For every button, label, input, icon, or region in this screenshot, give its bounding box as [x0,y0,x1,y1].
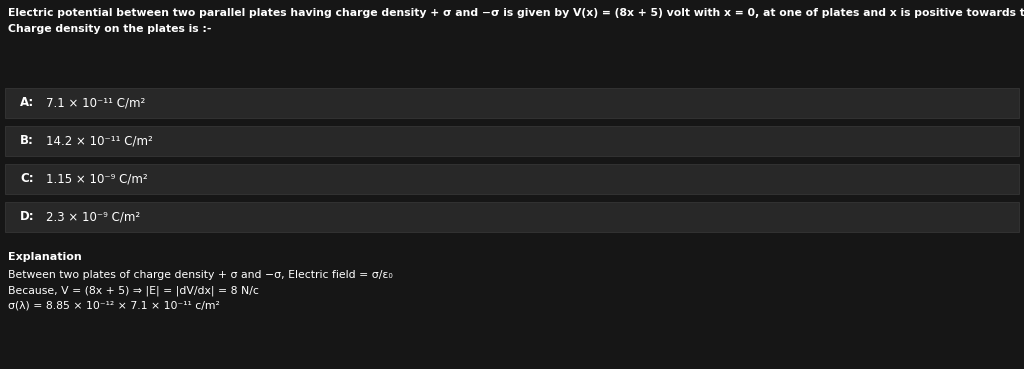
Bar [5,126,1019,156]
Text: C:: C: [20,172,34,186]
Bar [5,88,1019,118]
Text: Because, V = (8x + 5) ⇒ |E| = |dV/dx| = 8 N/c: Because, V = (8x + 5) ⇒ |E| = |dV/dx| = … [8,285,259,296]
Text: Electric potential between two parallel plates having charge density + σ and −σ : Electric potential between two parallel … [8,8,1024,18]
Text: Charge density on the plates is :-: Charge density on the plates is :- [8,24,212,34]
Text: Explanation: Explanation [8,252,82,262]
Text: D:: D: [20,210,35,224]
Text: σ(λ) = 8.85 × 10⁻¹² × 7.1 × 10⁻¹¹ c/m²: σ(λ) = 8.85 × 10⁻¹² × 7.1 × 10⁻¹¹ c/m² [8,300,220,310]
Text: 7.1 × 10⁻¹¹ C/m²: 7.1 × 10⁻¹¹ C/m² [46,97,145,110]
Bar [5,164,1019,194]
Text: 1.15 × 10⁻⁹ C/m²: 1.15 × 10⁻⁹ C/m² [46,172,147,186]
Bar [5,202,1019,232]
Text: B:: B: [20,134,34,148]
Text: Between two plates of charge density + σ and −σ, Electric field = σ/ε₀: Between two plates of charge density + σ… [8,270,393,280]
Text: 14.2 × 10⁻¹¹ C/m²: 14.2 × 10⁻¹¹ C/m² [46,134,153,148]
Text: 2.3 × 10⁻⁹ C/m²: 2.3 × 10⁻⁹ C/m² [46,210,140,224]
Text: A:: A: [20,97,34,110]
